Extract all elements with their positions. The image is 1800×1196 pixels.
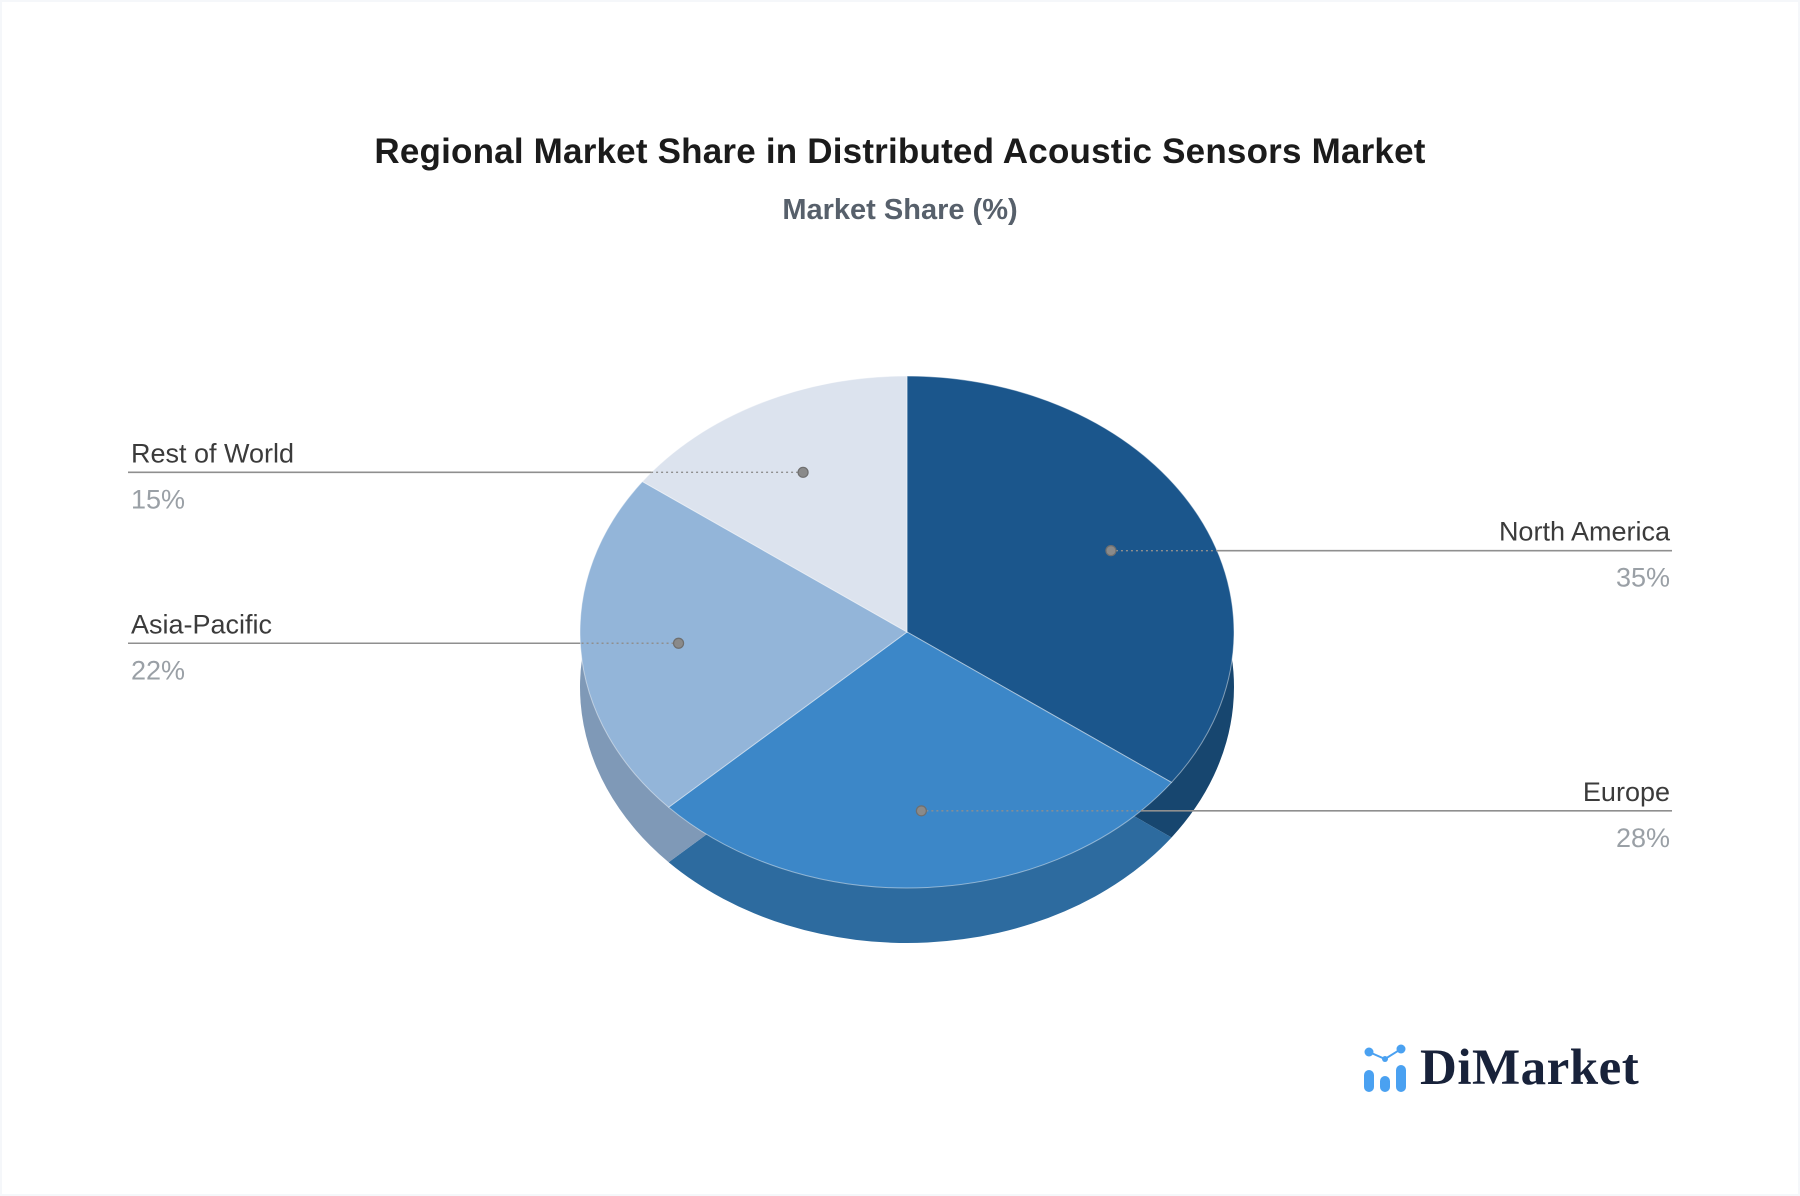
pie-slice-north-america[interactable] xyxy=(906,375,1235,784)
callout-label-rest-of-world: Rest of World xyxy=(131,438,294,468)
callout-value-north-america: 35% xyxy=(1616,563,1670,593)
pie-slice-rest-of-world[interactable] xyxy=(641,375,908,633)
callout-value-europe: 28% xyxy=(1616,823,1670,853)
callout-label-asia-pacific: Asia-Pacific xyxy=(131,609,272,639)
chart-title: Regional Market Share in Distributed Aco… xyxy=(374,132,1426,171)
chart-subtitle: Market Share (%) xyxy=(782,194,1018,226)
brand-name: DiMarket xyxy=(1420,1040,1640,1097)
callout-dot-north-america xyxy=(1105,545,1117,557)
callout-label-europe: Europe xyxy=(1583,777,1670,807)
callout-dot-rest-of-world xyxy=(797,466,809,478)
pie-slice-europe[interactable] xyxy=(667,631,1173,889)
callout-dot-europe xyxy=(915,805,927,817)
callout-value-asia-pacific: 22% xyxy=(131,655,185,685)
brand-logo: DiMarket xyxy=(1363,1036,1640,1097)
pie-slice-asia-pacific[interactable] xyxy=(579,480,908,808)
bar-chart-icon xyxy=(1364,1044,1406,1092)
callout-value-rest-of-world: 15% xyxy=(131,484,185,514)
callout-dot-asia-pacific xyxy=(672,637,685,649)
callout-label-north-america: North America xyxy=(1499,517,1671,547)
